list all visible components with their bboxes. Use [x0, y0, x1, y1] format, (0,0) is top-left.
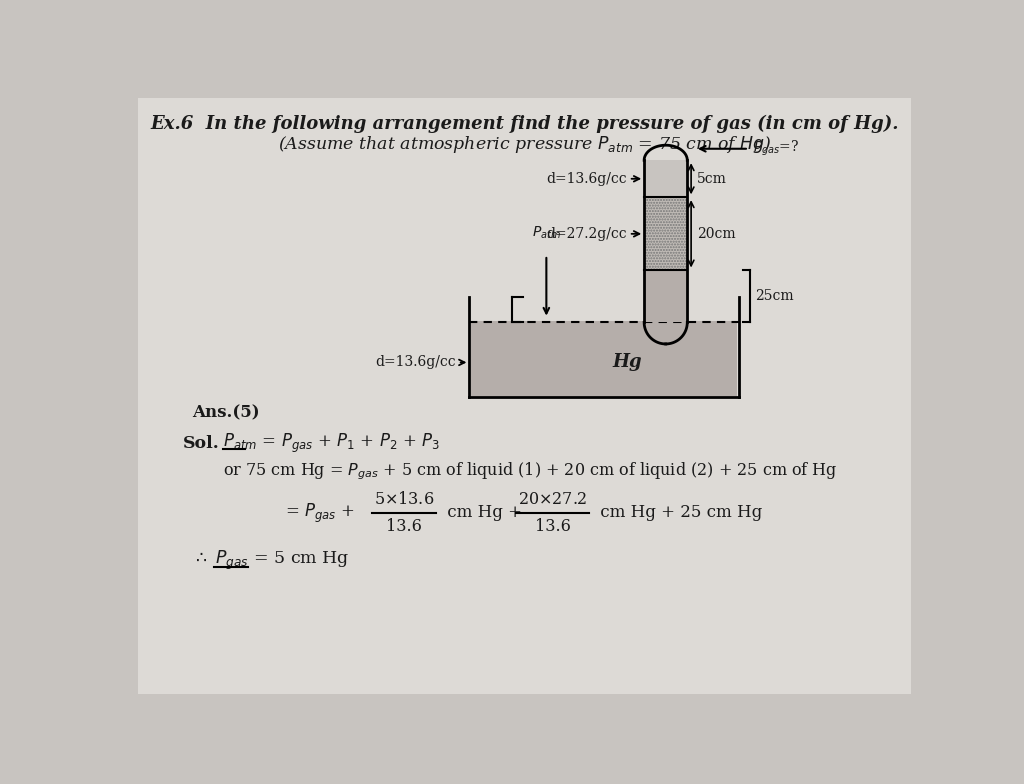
Bar [645, 198, 686, 270]
Text: d=13.6g/cc: d=13.6g/cc [375, 355, 456, 369]
Bar [645, 198, 686, 270]
Text: 5$\times$13.6: 5$\times$13.6 [374, 491, 434, 507]
Text: 5cm: 5cm [697, 172, 727, 186]
Text: Ex.6  In the following arrangement find the pressure of gas (in cm of Hg).: Ex.6 In the following arrangement find t… [151, 115, 899, 133]
Text: d=27.2g/cc: d=27.2g/cc [546, 227, 627, 241]
Text: (Assume that atmospheric pressure $\mathit{P}_{atm}$ = 75 cm of $\mathit{Hg}$): (Assume that atmospheric pressure $\math… [278, 134, 772, 155]
Text: Sol.: Sol. [183, 435, 220, 452]
Bar [471, 321, 737, 396]
Text: $P_{atm}$ = $P_{gas}$ + $P_1$ + $P_2$ + $P_3$: $P_{atm}$ = $P_{gas}$ + $P_1$ + $P_2$ + … [223, 432, 440, 456]
Text: $P_{gas}$=?: $P_{gas}$=? [753, 139, 799, 158]
Text: cm Hg +: cm Hg + [442, 504, 527, 521]
Text: Ans.(5): Ans.(5) [193, 405, 260, 421]
Bar [645, 270, 686, 322]
Text: Hg: Hg [612, 354, 642, 372]
Text: d=13.6g/cc: d=13.6g/cc [546, 172, 627, 186]
Text: or 75 cm Hg = $P_{gas}$ + 5 cm of liquid (1) + 20 cm of liquid (2) + 25 cm of Hg: or 75 cm Hg = $P_{gas}$ + 5 cm of liquid… [223, 460, 838, 482]
Text: $P_{atm}$: $P_{atm}$ [531, 225, 561, 241]
Text: 20cm: 20cm [697, 227, 736, 241]
Text: = $P_{gas}$ +: = $P_{gas}$ + [285, 501, 356, 524]
Text: cm Hg + 25 cm Hg: cm Hg + 25 cm Hg [595, 504, 762, 521]
Text: 13.6: 13.6 [386, 518, 422, 535]
Text: $\therefore$ $P_{gas}$ = 5 cm Hg: $\therefore$ $P_{gas}$ = 5 cm Hg [193, 549, 349, 572]
Text: 25cm: 25cm [755, 289, 794, 303]
Bar [645, 160, 686, 198]
Text: 13.6: 13.6 [535, 518, 570, 535]
Text: 20$\times$27.2: 20$\times$27.2 [518, 491, 587, 507]
